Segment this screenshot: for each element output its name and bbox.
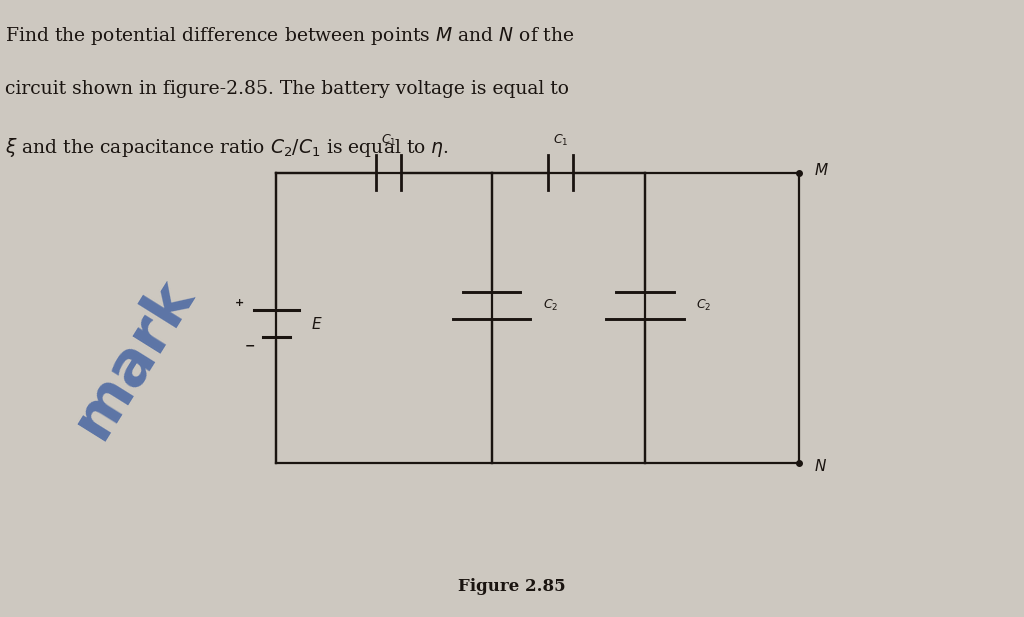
- Text: $E$: $E$: [311, 316, 323, 332]
- Text: $M$: $M$: [814, 162, 828, 178]
- Text: Figure 2.85: Figure 2.85: [458, 578, 566, 595]
- Text: mark: mark: [61, 268, 205, 448]
- Text: +: +: [234, 298, 244, 308]
- Text: $N$: $N$: [814, 458, 827, 474]
- Text: Find the potential difference between points $M$ and $N$ of the: Find the potential difference between po…: [5, 25, 574, 47]
- Text: $\xi$ and the capacitance ratio $C_2/C_1$ is equal to $\eta$.: $\xi$ and the capacitance ratio $C_2/C_1…: [5, 136, 450, 159]
- Text: −: −: [245, 340, 255, 353]
- Text: $C_2$: $C_2$: [543, 298, 558, 313]
- Text: circuit shown in figure-2.85. The battery voltage is equal to: circuit shown in figure-2.85. The batter…: [5, 80, 569, 98]
- Text: $C_1$: $C_1$: [381, 133, 396, 148]
- Text: $C_2$: $C_2$: [696, 298, 712, 313]
- Text: $C_1$: $C_1$: [553, 133, 568, 148]
